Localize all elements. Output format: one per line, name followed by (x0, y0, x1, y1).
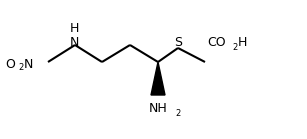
Text: NH: NH (149, 101, 167, 115)
Text: H: H (238, 37, 247, 49)
Text: O: O (5, 58, 15, 70)
Text: CO: CO (207, 37, 226, 49)
Text: 2: 2 (232, 44, 237, 53)
Text: N: N (24, 58, 33, 70)
Text: N: N (69, 37, 79, 49)
Text: S: S (174, 37, 182, 49)
Text: 2: 2 (175, 109, 180, 117)
Text: H: H (69, 22, 79, 34)
Polygon shape (151, 62, 165, 95)
Text: 2: 2 (18, 64, 23, 73)
